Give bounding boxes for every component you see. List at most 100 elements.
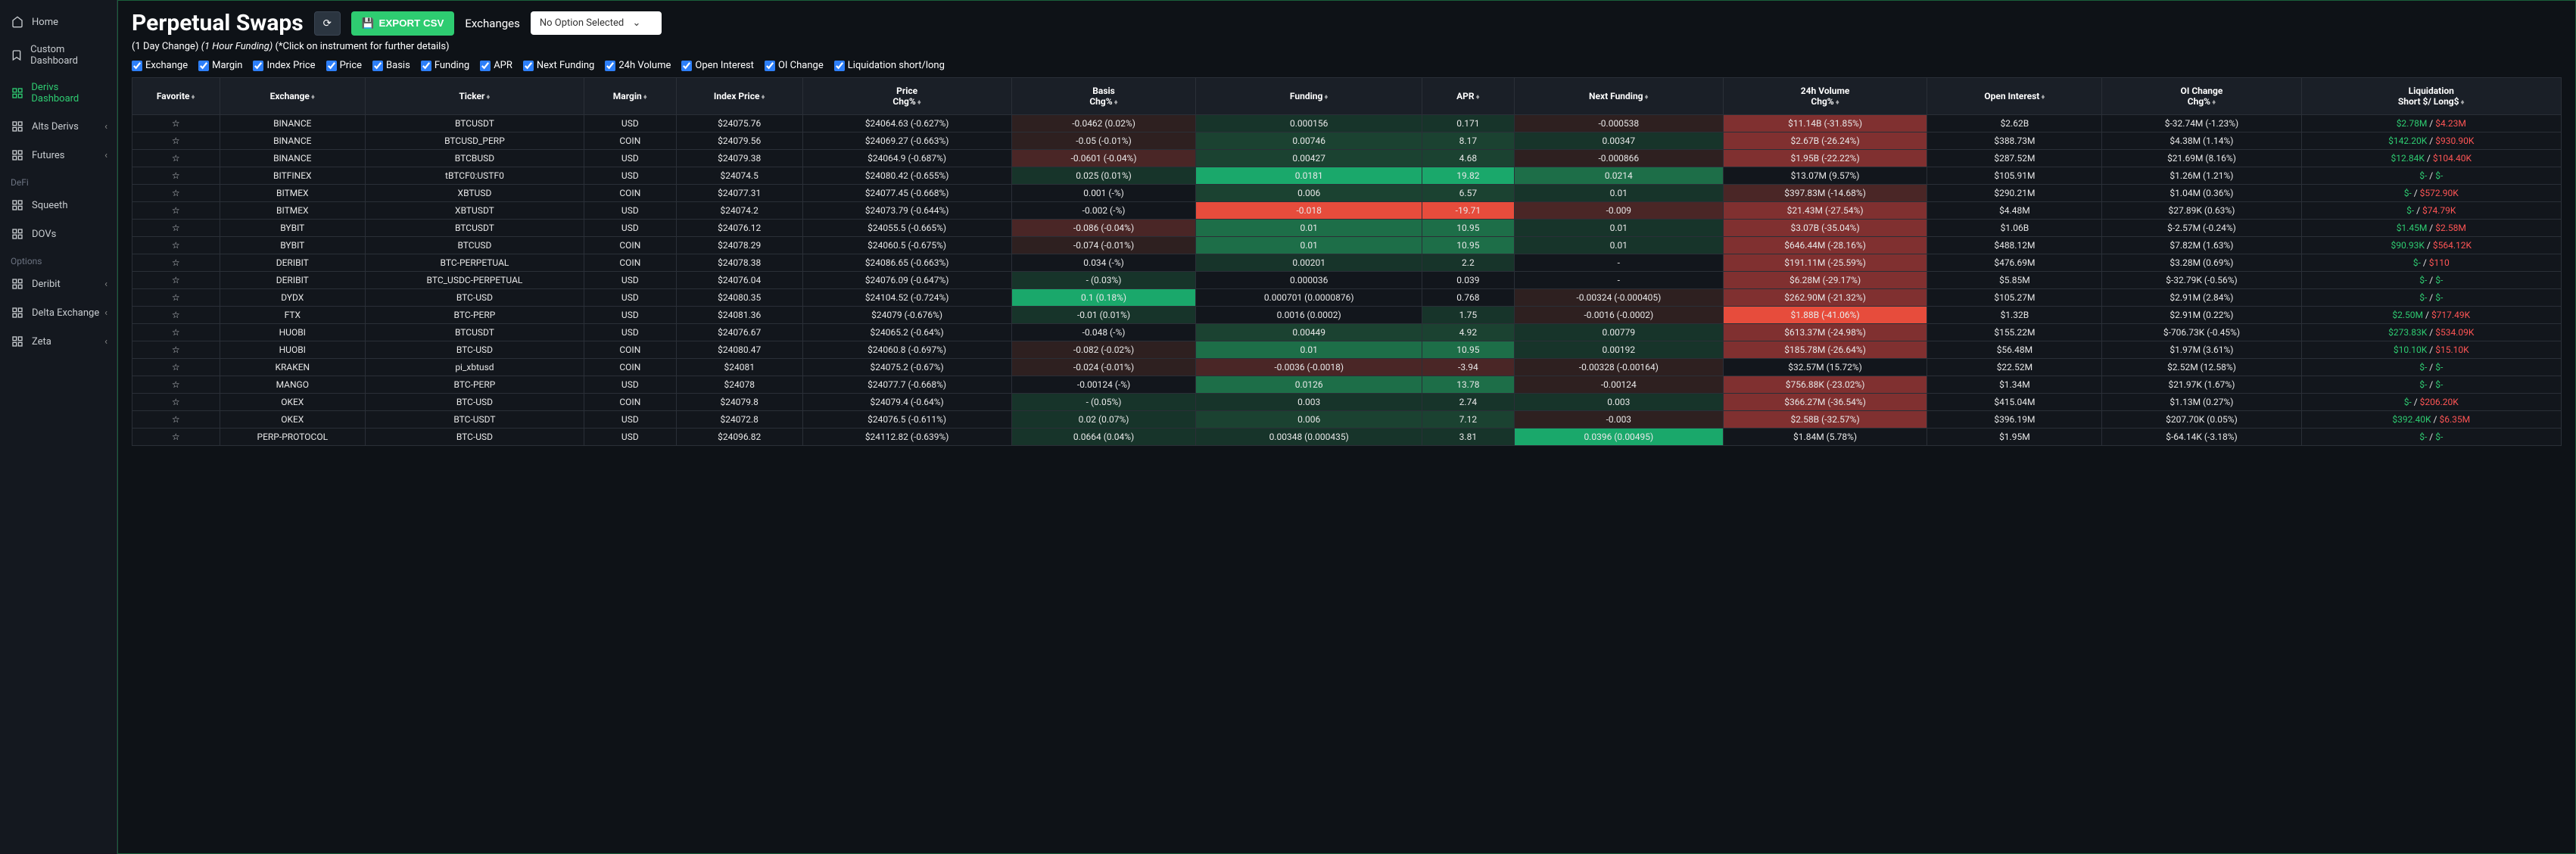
star-icon[interactable]: ☆ xyxy=(172,432,180,442)
favorite-cell[interactable]: ☆ xyxy=(132,150,220,167)
exchange-select[interactable]: No Option Selected ⌄ xyxy=(531,11,662,35)
sidebar-item-futures[interactable]: Futures‹ xyxy=(0,141,117,170)
star-icon[interactable]: ☆ xyxy=(172,275,180,285)
column-header[interactable]: Exchange♦ xyxy=(220,78,366,115)
filter-checkbox[interactable] xyxy=(132,61,142,71)
column-header[interactable]: Index Price♦ xyxy=(676,78,802,115)
table-row[interactable]: ☆BYBITBTCUSDCOIN$24078.29$24060.5 (-0.67… xyxy=(132,237,2562,254)
table-row[interactable]: ☆BINANCEBTCBUSDUSD$24079.38$24064.9 (-0.… xyxy=(132,150,2562,167)
ticker-cell[interactable]: BTCUSDT xyxy=(366,324,584,341)
filter-checkbox[interactable] xyxy=(765,61,775,71)
ticker-cell[interactable]: BTCUSD_PERP xyxy=(366,132,584,150)
ticker-cell[interactable]: XBTUSDT xyxy=(366,202,584,220)
table-row[interactable]: ☆KRAKENpi_xbtusdCOIN$24081$24075.2 (-0.6… xyxy=(132,359,2562,376)
favorite-cell[interactable]: ☆ xyxy=(132,359,220,376)
favorite-cell[interactable]: ☆ xyxy=(132,115,220,132)
favorite-cell[interactable]: ☆ xyxy=(132,411,220,429)
ticker-cell[interactable]: BTCUSDT xyxy=(366,115,584,132)
ticker-cell[interactable]: BTC-USD xyxy=(366,341,584,359)
favorite-cell[interactable]: ☆ xyxy=(132,220,220,237)
table-row[interactable]: ☆BITMEXXBTUSDTUSD$24074.2$24073.79 (-0.6… xyxy=(132,202,2562,220)
sidebar-item-alts-derivs[interactable]: Alts Derivs‹ xyxy=(0,112,117,141)
sidebar-item-deribit[interactable]: Deribit‹ xyxy=(0,270,117,298)
filter-basis[interactable]: Basis xyxy=(372,60,410,71)
favorite-cell[interactable]: ☆ xyxy=(132,202,220,220)
column-header[interactable]: Next Funding♦ xyxy=(1514,78,1723,115)
star-icon[interactable]: ☆ xyxy=(172,170,180,181)
star-icon[interactable]: ☆ xyxy=(172,153,180,164)
sidebar-item-squeeth[interactable]: Squeeth xyxy=(0,191,117,220)
column-header[interactable]: Favorite♦ xyxy=(132,78,220,115)
table-row[interactable]: ☆BITMEXXBTUSDCOIN$24077.31$24077.45 (-0.… xyxy=(132,185,2562,202)
filter-checkbox[interactable] xyxy=(834,61,845,71)
filter-price[interactable]: Price xyxy=(326,60,362,71)
filter-oi-change[interactable]: OI Change xyxy=(765,60,824,71)
sidebar-item-zeta[interactable]: Zeta‹ xyxy=(0,327,117,356)
ticker-cell[interactable]: BTCUSDT xyxy=(366,220,584,237)
favorite-cell[interactable]: ☆ xyxy=(132,341,220,359)
ticker-cell[interactable]: XBTUSD xyxy=(366,185,584,202)
table-row[interactable]: ☆PERP-PROTOCOLBTC-USDUSD$24096.82$24112.… xyxy=(132,429,2562,446)
ticker-cell[interactable]: BTC-USD xyxy=(366,394,584,411)
filter-checkbox[interactable] xyxy=(326,61,337,71)
table-row[interactable]: ☆DERIBITBTC-PERPETUALCOIN$24078.38$24086… xyxy=(132,254,2562,272)
filter-checkbox[interactable] xyxy=(480,61,491,71)
ticker-cell[interactable]: BTC-USDT xyxy=(366,411,584,429)
star-icon[interactable]: ☆ xyxy=(172,205,180,216)
filter-index-price[interactable]: Index Price xyxy=(253,60,315,71)
column-header[interactable]: Margin♦ xyxy=(584,78,676,115)
ticker-cell[interactable]: tBTCF0:USTF0 xyxy=(366,167,584,185)
table-row[interactable]: ☆BITFINEXtBTCF0:USTF0USD$24074.5$24080.4… xyxy=(132,167,2562,185)
filter-exchange[interactable]: Exchange xyxy=(132,60,188,71)
star-icon[interactable]: ☆ xyxy=(172,414,180,425)
filter-checkbox[interactable] xyxy=(605,61,615,71)
ticker-cell[interactable]: BTCUSD xyxy=(366,237,584,254)
ticker-cell[interactable]: BTC_USDC-PERPETUAL xyxy=(366,272,584,289)
sidebar-item-home[interactable]: Home xyxy=(0,8,117,36)
star-icon[interactable]: ☆ xyxy=(172,327,180,338)
favorite-cell[interactable]: ☆ xyxy=(132,289,220,307)
table-row[interactable]: ☆MANGOBTC-PERPUSD$24078$24077.7 (-0.668%… xyxy=(132,376,2562,394)
ticker-cell[interactable]: BTC-USD xyxy=(366,429,584,446)
star-icon[interactable]: ☆ xyxy=(172,240,180,251)
filter--h-volume[interactable]: 24h Volume xyxy=(605,60,671,71)
filter-checkbox[interactable] xyxy=(253,61,263,71)
table-row[interactable]: ☆DYDXBTC-USDUSD$24080.35$24104.52 (-0.72… xyxy=(132,289,2562,307)
filter-funding[interactable]: Funding xyxy=(421,60,469,71)
favorite-cell[interactable]: ☆ xyxy=(132,324,220,341)
column-header[interactable]: Liquidation Short $/ Long$♦ xyxy=(2301,78,2561,115)
filter-apr[interactable]: APR xyxy=(480,60,512,71)
star-icon[interactable]: ☆ xyxy=(172,118,180,129)
star-icon[interactable]: ☆ xyxy=(172,310,180,320)
star-icon[interactable]: ☆ xyxy=(172,362,180,372)
column-header[interactable]: Open Interest♦ xyxy=(1927,78,2102,115)
sidebar-item-dovs[interactable]: DOVs xyxy=(0,220,117,248)
favorite-cell[interactable]: ☆ xyxy=(132,237,220,254)
table-row[interactable]: ☆HUOBIBTCUSDTUSD$24076.67$24065.2 (-0.64… xyxy=(132,324,2562,341)
favorite-cell[interactable]: ☆ xyxy=(132,307,220,324)
favorite-cell[interactable]: ☆ xyxy=(132,254,220,272)
column-header[interactable]: BasisChg%♦ xyxy=(1011,78,1196,115)
filter-liquidation-short-long[interactable]: Liquidation short/long xyxy=(834,60,945,71)
favorite-cell[interactable]: ☆ xyxy=(132,185,220,202)
table-row[interactable]: ☆OKEXBTC-USDTUSD$24072.8$24076.5 (-0.611… xyxy=(132,411,2562,429)
table-row[interactable]: ☆HUOBIBTC-USDCOIN$24080.47$24060.8 (-0.6… xyxy=(132,341,2562,359)
star-icon[interactable]: ☆ xyxy=(172,223,180,233)
favorite-cell[interactable]: ☆ xyxy=(132,394,220,411)
table-row[interactable]: ☆BINANCEBTCUSDTUSD$24075.76$24064.63 (-0… xyxy=(132,115,2562,132)
star-icon[interactable]: ☆ xyxy=(172,397,180,407)
ticker-cell[interactable]: BTC-PERP xyxy=(366,307,584,324)
sidebar-item-derivs-dashboard[interactable]: Derivs Dashboard xyxy=(0,74,117,112)
table-row[interactable]: ☆BINANCEBTCUSD_PERPCOIN$24079.56$24069.2… xyxy=(132,132,2562,150)
table-row[interactable]: ☆DERIBITBTC_USDC-PERPETUALUSD$24076.04$2… xyxy=(132,272,2562,289)
table-row[interactable]: ☆OKEXBTC-USDCOIN$24079.8$24079.4 (-0.64%… xyxy=(132,394,2562,411)
ticker-cell[interactable]: BTC-PERPETUAL xyxy=(366,254,584,272)
refresh-button[interactable]: ⟳ xyxy=(314,11,341,36)
star-icon[interactable]: ☆ xyxy=(172,188,180,198)
ticker-cell[interactable]: BTCBUSD xyxy=(366,150,584,167)
filter-open-interest[interactable]: Open Interest xyxy=(681,60,754,71)
filter-checkbox[interactable] xyxy=(681,61,692,71)
ticker-cell[interactable]: pi_xbtusd xyxy=(366,359,584,376)
filter-checkbox[interactable] xyxy=(198,61,209,71)
filter-margin[interactable]: Margin xyxy=(198,60,242,71)
